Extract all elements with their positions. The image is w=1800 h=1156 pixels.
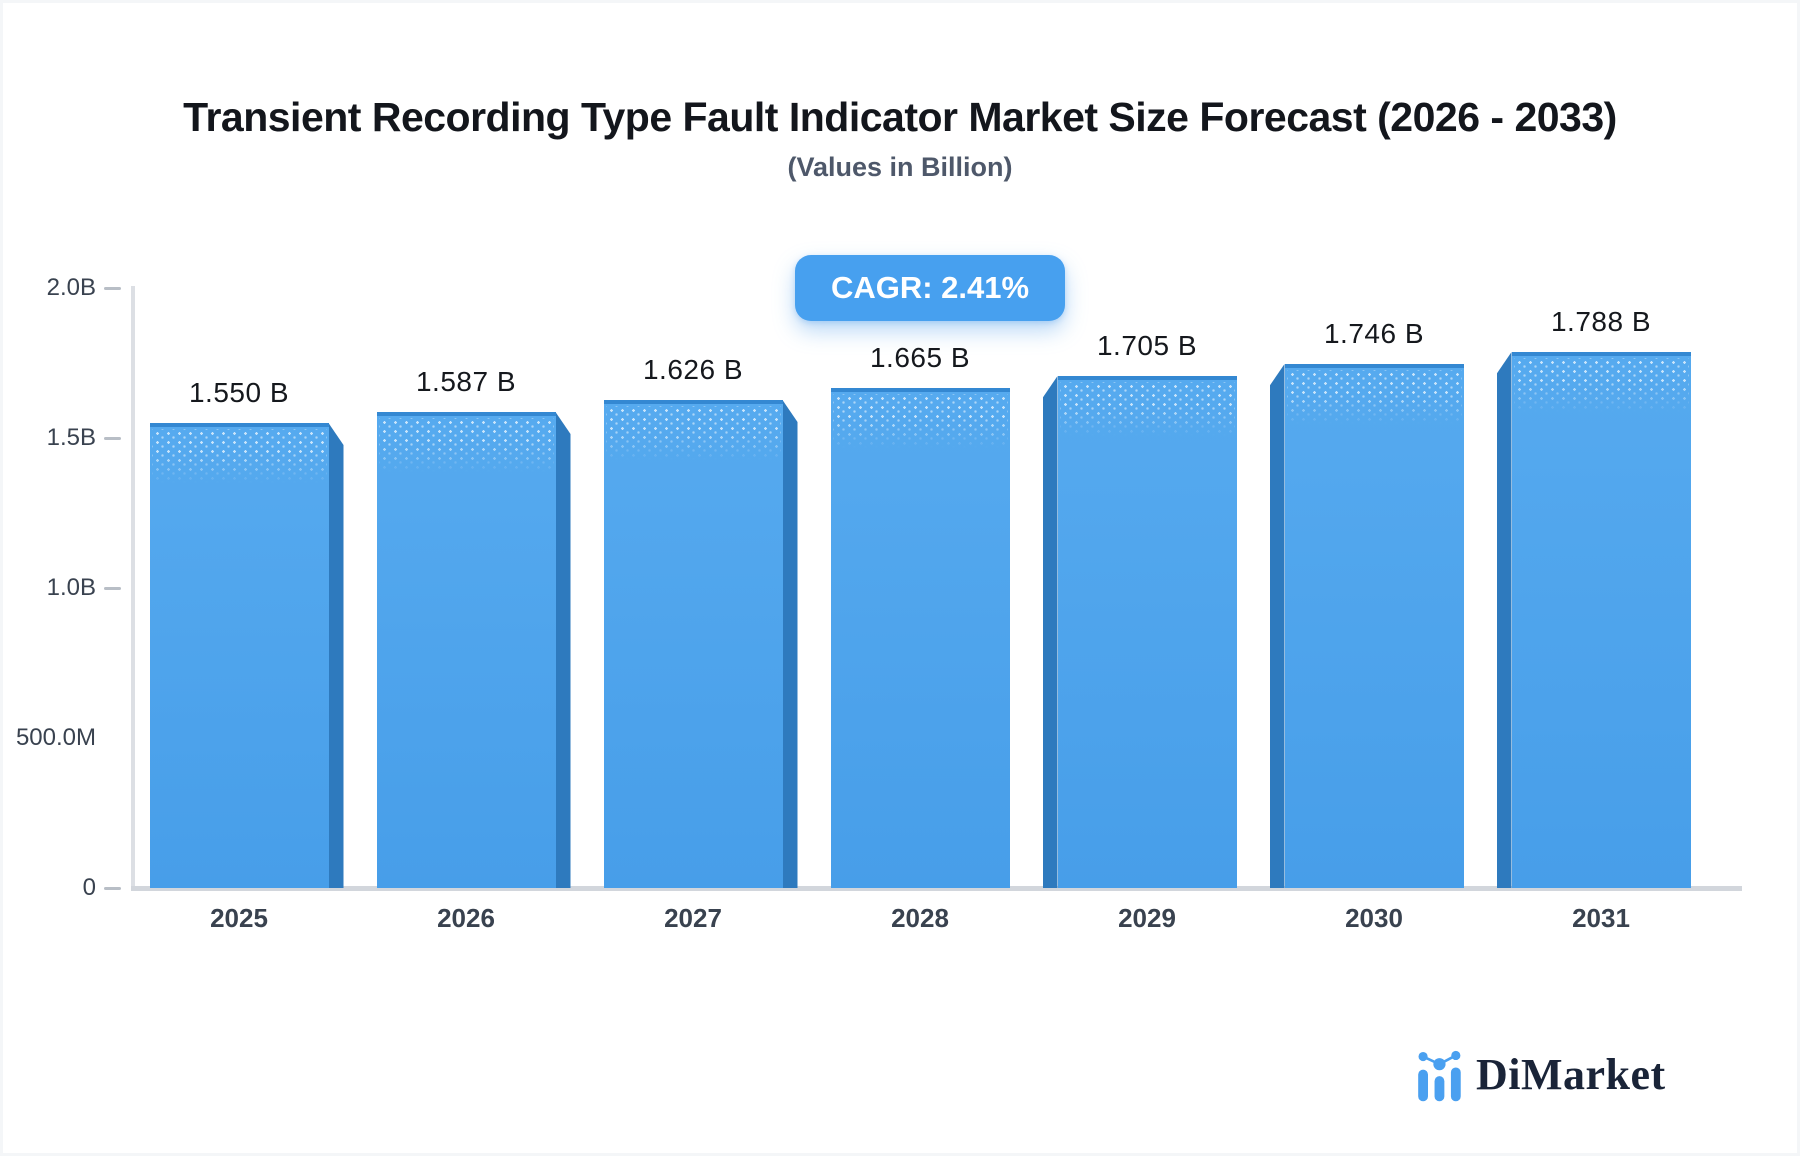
bar-3d-side — [1042, 376, 1058, 888]
bar-value-label: 1.550 B — [188, 377, 290, 408]
bar-3d-side — [1496, 352, 1512, 888]
y-tick-mark — [104, 886, 121, 890]
bar-2030 — [1269, 364, 1464, 888]
y-axis-line — [131, 286, 135, 890]
cagr-badge: CAGR: 2.41% — [795, 255, 1065, 321]
x-tick-label: 2031 — [1572, 903, 1630, 933]
x-tick-label: 2025 — [210, 903, 268, 933]
y-tick-mark — [104, 586, 121, 590]
y-tick-mark — [104, 286, 121, 290]
bar-3d-side — [555, 412, 571, 888]
bar-3d-side — [328, 423, 344, 888]
bar-2028 — [830, 388, 1010, 888]
bar-2027 — [603, 400, 798, 888]
y-tick-label: 1.0B — [46, 574, 96, 601]
y-tick-mark — [104, 436, 121, 440]
bar-face — [376, 412, 556, 888]
bar-face — [830, 388, 1010, 888]
x-axis-line — [131, 886, 1742, 891]
bar-value-label: 1.665 B — [869, 342, 971, 373]
bar-2026 — [376, 412, 571, 888]
mini-bar-chart-icon — [1418, 1050, 1461, 1102]
bar-value-label: 1.746 B — [1323, 318, 1425, 349]
chart-subtitle: (Values in Billion) — [787, 152, 1013, 182]
y-tick-label: 2.0B — [46, 274, 96, 301]
bar-value-label: 1.626 B — [642, 354, 744, 385]
brand-logo: DiMarket — [1416, 1038, 1716, 1110]
bar-face — [149, 423, 329, 888]
bar-face — [1284, 364, 1464, 888]
y-tick-label: 0 — [82, 874, 96, 901]
x-tick-label: 2030 — [1345, 903, 1403, 933]
bar-2031 — [1496, 352, 1691, 888]
y-tick-label: 500.0M — [15, 724, 96, 751]
bar-value-label: 1.705 B — [1096, 330, 1198, 361]
bar-face — [603, 400, 783, 888]
chart-title: Transient Recording Type Fault Indicator… — [183, 94, 1617, 140]
x-tick-label: 2028 — [891, 903, 949, 933]
bar-3d-side — [1269, 364, 1285, 888]
bar-value-label: 1.587 B — [415, 366, 517, 397]
bar-2029 — [1042, 376, 1237, 888]
bar-3d-side — [782, 400, 798, 888]
y-tick-label: 1.5B — [46, 424, 96, 451]
bar-2025 — [149, 423, 344, 888]
cagr-badge-label: CAGR: 2.41% — [830, 270, 1030, 305]
x-tick-label: 2027 — [664, 903, 722, 933]
x-tick-label: 2029 — [1118, 903, 1176, 933]
brand-name: DiMarket — [1476, 1049, 1666, 1099]
bar-face — [1511, 352, 1691, 888]
bar-face — [1057, 376, 1237, 888]
x-tick-label: 2026 — [437, 903, 495, 933]
bar-value-label: 1.788 B — [1550, 306, 1652, 337]
